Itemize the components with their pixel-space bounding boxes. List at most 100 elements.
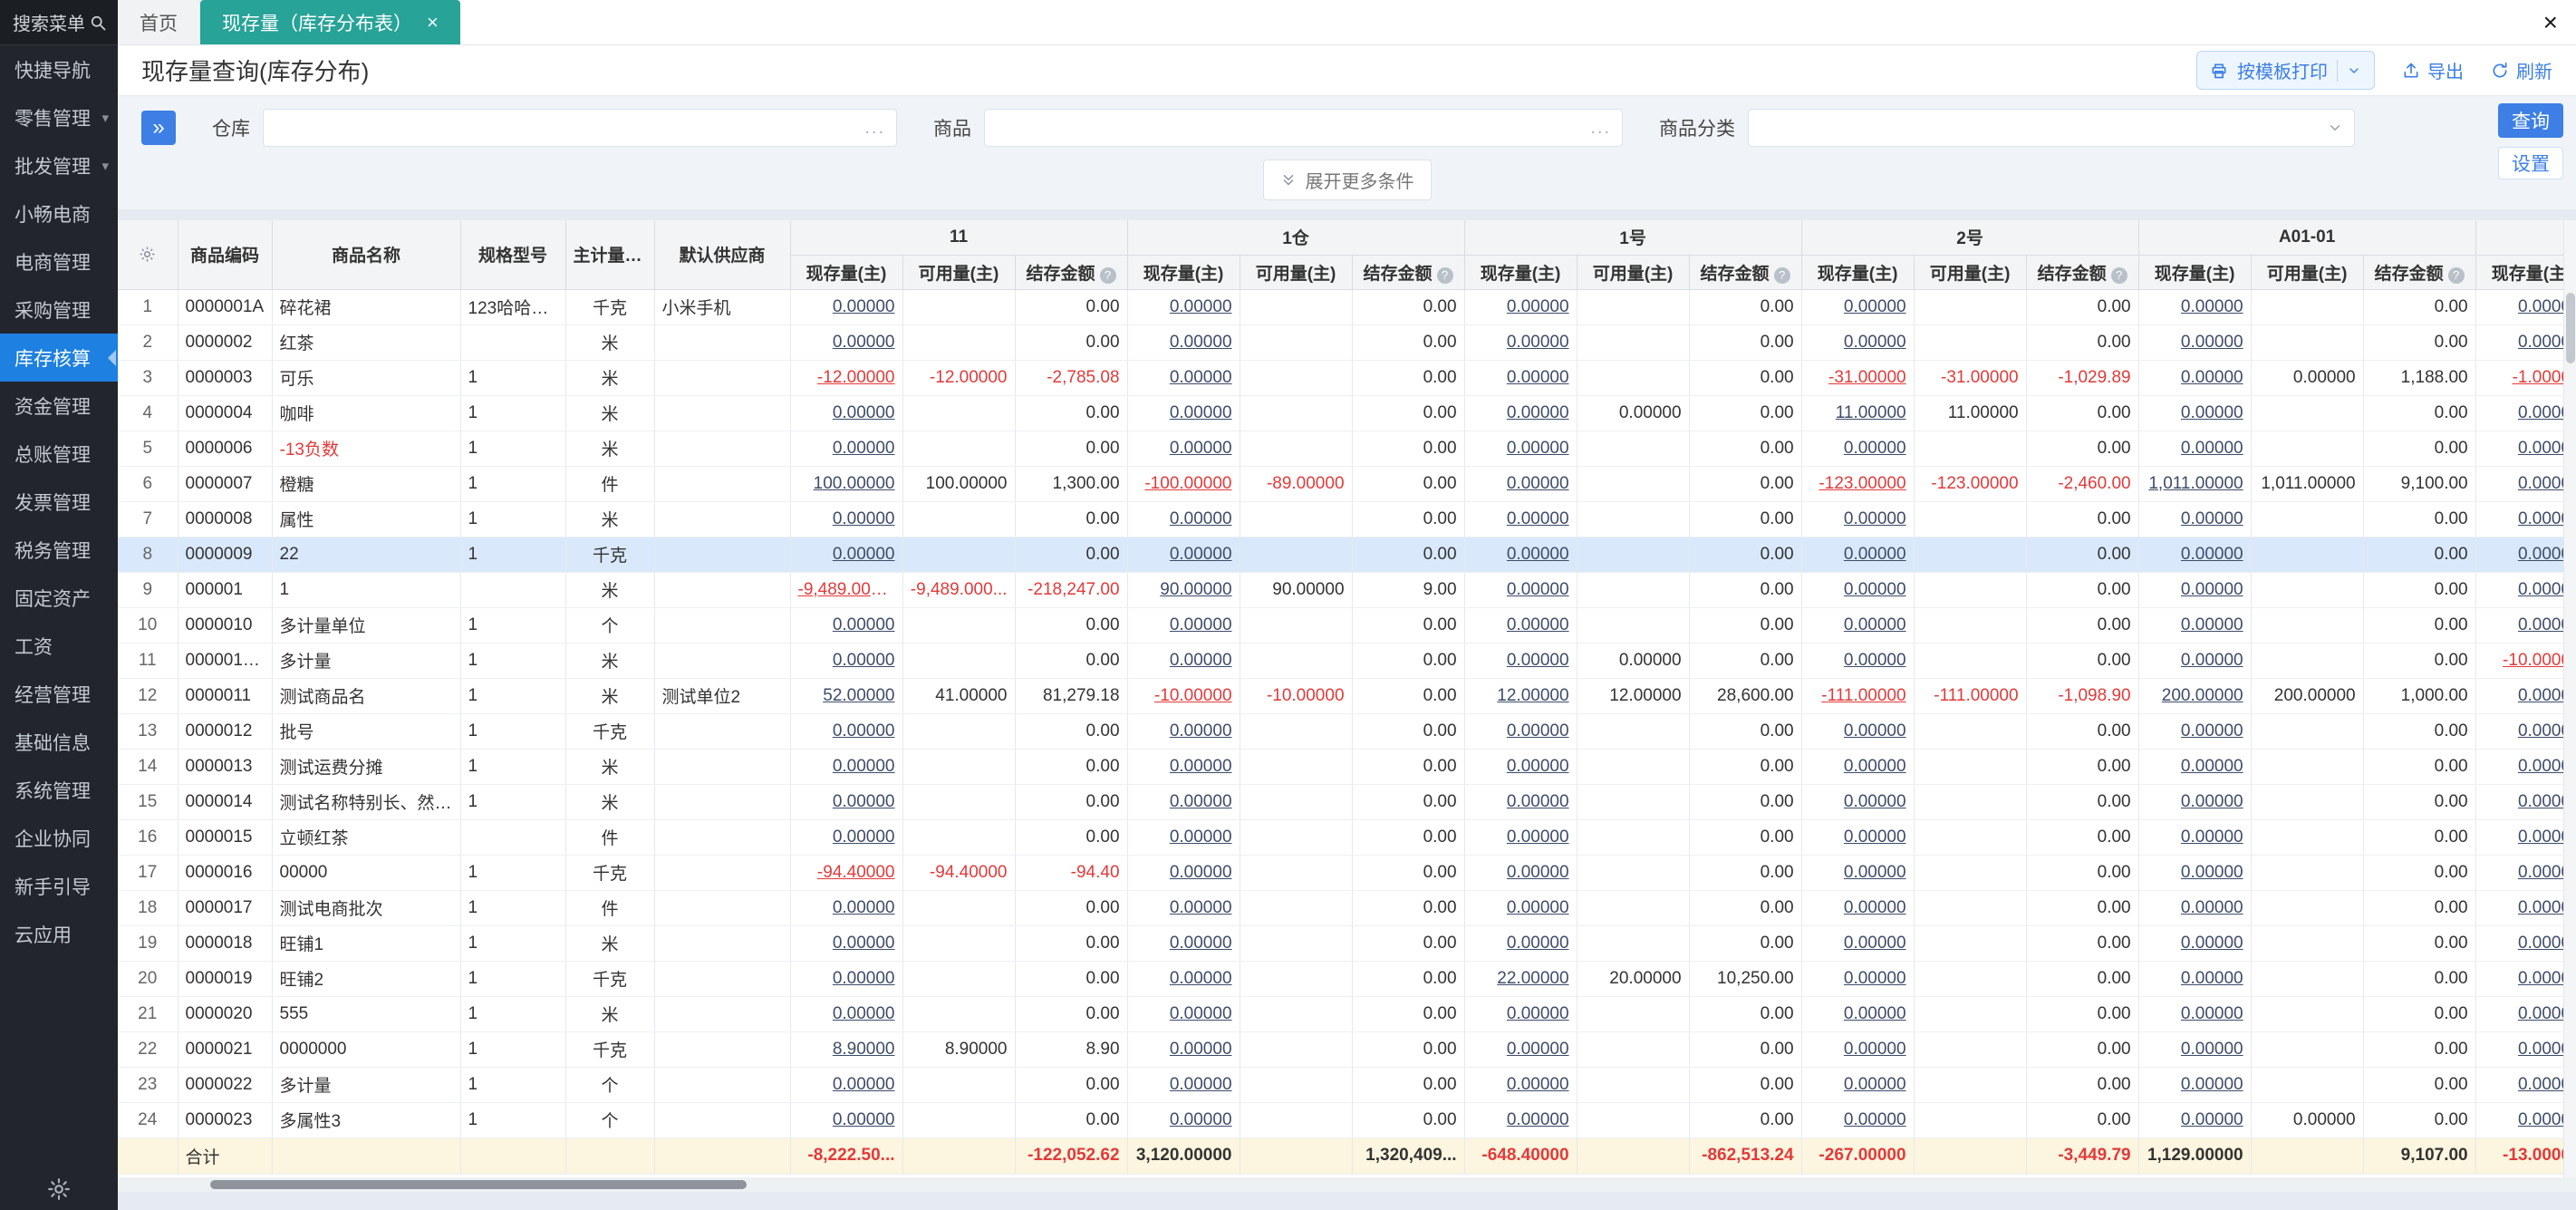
inventory-cell[interactable]: 0.00000: [790, 749, 903, 785]
inventory-cell[interactable]: 0.00000: [790, 537, 903, 573]
sub-col-header[interactable]: 结存金额?: [2026, 255, 2139, 290]
inventory-cell[interactable]: 0.00000: [790, 431, 903, 467]
sidebar-item-15[interactable]: 系统管理: [0, 766, 118, 814]
sub-col-header[interactable]: 现存量(主): [2138, 255, 2252, 290]
expand-more-button[interactable]: 展开更多条件: [1262, 160, 1432, 200]
inventory-cell[interactable]: -10.00000: [1127, 678, 1240, 714]
table-row[interactable]: 5 0000006 -13负数 1 米 0.00000 0.00 0.00000 0.00 0.0…: [118, 431, 2563, 467]
chevron-down-icon[interactable]: [2327, 120, 2343, 136]
fixed-col-header-0[interactable]: 商品编码: [178, 220, 273, 290]
warehouse-input[interactable]: ...: [263, 109, 897, 147]
sub-col-header[interactable]: 可用量(主): [1914, 255, 2027, 290]
tab-inventory-distribution[interactable]: 现存量（库存分布表） ×: [200, 0, 460, 44]
inventory-cell[interactable]: 0.00000: [2475, 431, 2563, 467]
inventory-cell[interactable]: 0.00000: [1127, 324, 1240, 361]
sidebar-item-18[interactable]: 云应用: [0, 910, 118, 958]
sidebar-item-10[interactable]: 税务管理: [0, 526, 118, 574]
sub-col-header[interactable]: 现存量(主): [1801, 255, 1915, 290]
sidebar-item-14[interactable]: 基础信息: [0, 718, 118, 766]
inventory-cell[interactable]: 0.00000: [1464, 324, 1577, 361]
inventory-cell[interactable]: 52.00000: [790, 678, 903, 714]
table-row[interactable]: 16 0000015 立顿红茶件 0.00000 0.00 0.00000 0.00 0.00…: [118, 819, 2563, 856]
inventory-cell[interactable]: 0.00000: [2475, 501, 2563, 537]
inventory-cell[interactable]: 90.00000: [1127, 572, 1240, 608]
inventory-cell[interactable]: 0.00000: [1464, 713, 1577, 750]
inventory-cell[interactable]: 0.00000: [2138, 360, 2252, 396]
sub-col-header[interactable]: 可用量(主): [1240, 255, 1353, 290]
query-button[interactable]: 查询: [2498, 103, 2563, 138]
inventory-cell[interactable]: -12.00000: [790, 360, 903, 396]
inventory-cell[interactable]: 0.00000: [1801, 749, 1915, 785]
inventory-cell[interactable]: 0.00000: [2475, 289, 2563, 325]
inventory-cell[interactable]: 0.00000: [1464, 466, 1577, 502]
tab-home[interactable]: 首页: [118, 0, 200, 44]
table-row[interactable]: 24 0000023 多属性3 1 个 0.00000 0.00 0.00000 0.00 0.0…: [118, 1102, 2563, 1138]
inventory-cell[interactable]: 0.00000: [1127, 961, 1240, 997]
inventory-cell[interactable]: 0.00000: [2138, 572, 2252, 608]
inventory-cell[interactable]: 0.00000: [790, 395, 903, 431]
sub-col-header[interactable]: 可用量(主): [902, 255, 1016, 290]
sub-col-header[interactable]: 结存金额?: [2363, 255, 2476, 290]
tab-close-icon[interactable]: ×: [427, 10, 439, 34]
sidebar-item-7[interactable]: 资金管理: [0, 382, 118, 430]
inventory-cell[interactable]: 0.00000: [2138, 431, 2252, 467]
table-row[interactable]: 9 000001 1 米 -9,489.00000 -9,489.000... -218,2…: [118, 572, 2563, 608]
inventory-cell[interactable]: 0.00000: [1801, 607, 1915, 644]
inventory-cell[interactable]: 0.00000: [1801, 784, 1915, 820]
inventory-cell[interactable]: 0.00000: [790, 501, 903, 537]
inventory-cell[interactable]: 0.00000: [1464, 1031, 1577, 1068]
picker-ellipsis-icon[interactable]: ...: [1590, 117, 1611, 138]
sidebar-item-17[interactable]: 新手引导: [0, 862, 118, 910]
table-row[interactable]: 21 0000020 555 1 米 0.00000 0.00 0.00000 0.00 0.00…: [118, 996, 2563, 1032]
table-row[interactable]: 23 0000022 多计量 1 个 0.00000 0.00 0.00000 0.00 0.00…: [118, 1067, 2563, 1103]
inventory-cell[interactable]: 0.00000: [790, 1067, 903, 1103]
inventory-cell[interactable]: 0.00000: [1127, 537, 1240, 573]
category-select[interactable]: [1748, 109, 2355, 147]
inventory-cell[interactable]: 0.00000: [790, 607, 903, 644]
inventory-cell[interactable]: 0.00000: [1801, 925, 1915, 962]
sidebar-item-2[interactable]: 批发管理 ▾: [0, 141, 118, 189]
inventory-cell[interactable]: 0.00000: [2138, 395, 2252, 431]
inventory-cell[interactable]: 0.00000: [2475, 466, 2563, 502]
inventory-cell[interactable]: 0.00000: [1464, 431, 1577, 467]
sidebar-item-1[interactable]: 零售管理 ▾: [0, 93, 118, 141]
sub-col-header[interactable]: 现存量(主): [1127, 255, 1240, 290]
horizontal-scrollbar[interactable]: [118, 1177, 2576, 1192]
table-row[interactable]: 1 0000001A 碎花裙 123哈哈哈... 千克 小米手机 0.00000 0.00 0.…: [118, 289, 2563, 325]
table-row[interactable]: 14 0000013 测试运费分摊 1 米 0.00000 0.00 0.00000 0.00 0…: [118, 749, 2563, 785]
table-row[interactable]: 3 0000003 可乐 1 米 -12.00000 -12.00000 -2,785.08 0…: [118, 360, 2563, 396]
fixed-col-header-3[interactable]: 主计量单位: [565, 220, 655, 290]
inventory-cell[interactable]: 0.00000: [2475, 572, 2563, 608]
window-close-icon[interactable]: ×: [2542, 7, 2558, 36]
fixed-col-header-2[interactable]: 规格型号: [460, 220, 566, 290]
inventory-cell[interactable]: 12.00000: [1464, 678, 1577, 714]
table-row[interactable]: 18 0000017 测试电商批次 1 件 0.00000 0.00 0.00000 0.00 0…: [118, 890, 2563, 926]
inventory-cell[interactable]: 0.00000: [1464, 1102, 1577, 1138]
inventory-cell[interactable]: 0.00000: [2138, 819, 2252, 856]
picker-ellipsis-icon[interactable]: ...: [864, 117, 885, 138]
sidebar-item-9[interactable]: 发票管理: [0, 478, 118, 526]
inventory-cell[interactable]: 0.00000: [2475, 819, 2563, 856]
inventory-cell[interactable]: 0.00000: [1127, 996, 1240, 1032]
settings-button[interactable]: 设置: [2498, 147, 2563, 179]
inventory-cell[interactable]: 0.00000: [1801, 431, 1915, 467]
inventory-cell[interactable]: 0.00000: [1464, 643, 1577, 679]
sub-col-header[interactable]: 结存金额?: [1689, 255, 1802, 290]
inventory-cell[interactable]: 0.00000: [1801, 996, 1915, 1032]
inventory-cell[interactable]: 0.00000: [2138, 961, 2252, 997]
inventory-cell[interactable]: 0.00000: [2475, 395, 2563, 431]
inventory-cell[interactable]: -9,489.00000: [790, 572, 903, 608]
inventory-cell[interactable]: 0.00000: [1801, 324, 1915, 361]
inventory-cell[interactable]: 0.00000: [1464, 289, 1577, 325]
inventory-cell[interactable]: 0.00000: [1127, 925, 1240, 962]
inventory-cell[interactable]: 0.00000: [2475, 678, 2563, 714]
table-row[interactable]: 11000001051...多计量1米0.000000.000.000000.0…: [118, 643, 2563, 679]
sub-col-header[interactable]: 现存量(主): [790, 255, 903, 290]
inventory-cell[interactable]: 0.00000: [790, 324, 903, 361]
inventory-cell[interactable]: 0.00000: [2475, 713, 2563, 750]
collapse-panel-button[interactable]: »: [141, 111, 176, 145]
sidebar-item-3[interactable]: 小畅电商: [0, 189, 118, 237]
table-row[interactable]: 17 0000016 00000 1 千克 -94.40000 -94.40000 -94.4…: [118, 855, 2563, 891]
inventory-cell[interactable]: 0.00000: [790, 961, 903, 997]
export-button[interactable]: 导出: [2402, 57, 2464, 83]
